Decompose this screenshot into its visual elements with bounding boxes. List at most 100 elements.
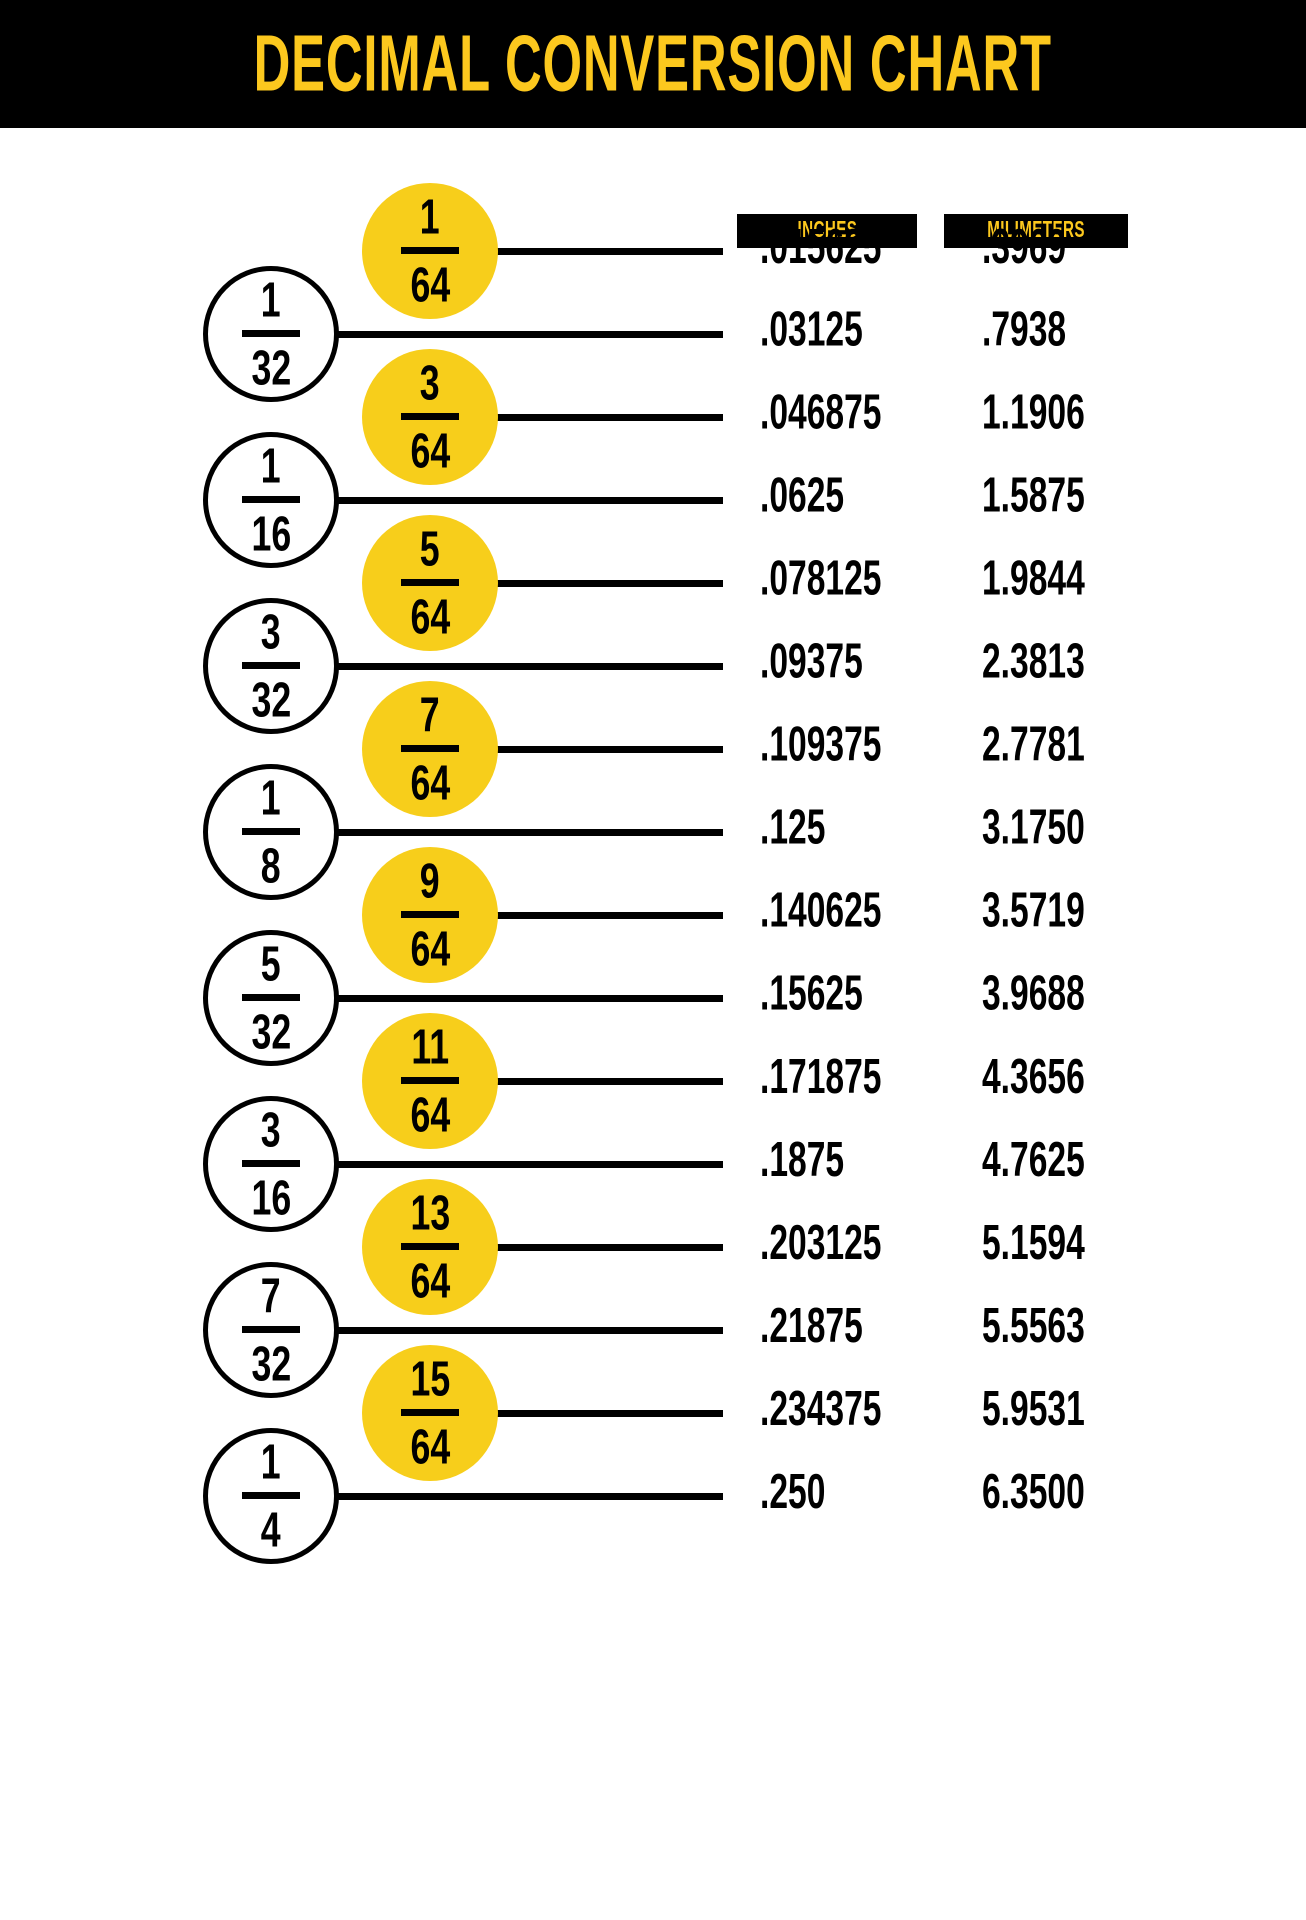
inches-value: .203125 xyxy=(760,1216,882,1270)
fraction-bar xyxy=(401,1077,459,1084)
inches-value: .03125 xyxy=(760,303,863,357)
page-title: DECIMAL CONVERSION CHART xyxy=(253,19,1053,109)
fraction-denominator: 32 xyxy=(251,339,291,396)
fraction-numerator: 13 xyxy=(410,1184,450,1241)
connector-line xyxy=(468,1410,723,1417)
milimeters-value: 2.3813 xyxy=(982,635,1085,689)
fraction-denominator: 64 xyxy=(410,920,450,977)
fraction-denominator: 64 xyxy=(410,422,450,479)
milimeters-value: .7938 xyxy=(982,303,1067,357)
fraction-denominator: 16 xyxy=(251,505,291,562)
fraction-denominator: 64 xyxy=(410,256,450,313)
inches-value: .250 xyxy=(760,1465,826,1519)
fraction-numerator: 1 xyxy=(261,271,281,328)
fraction-bubble: 3 32 xyxy=(203,598,339,734)
fraction-bubble-highlighted: 15 64 xyxy=(362,1345,498,1481)
fraction-bar xyxy=(242,1326,300,1333)
fraction-bubble: 1 16 xyxy=(203,432,339,568)
fraction-bubble-highlighted: 7 64 xyxy=(362,681,498,817)
fraction-denominator: 32 xyxy=(251,1335,291,1392)
inches-value: .109375 xyxy=(760,718,882,772)
fraction-numerator: 11 xyxy=(411,1018,449,1075)
fraction: 7 32 xyxy=(242,1271,300,1388)
connector-line xyxy=(338,663,723,670)
fraction: 5 64 xyxy=(401,524,459,641)
fraction: 11 64 xyxy=(401,1022,459,1139)
fraction-bubble-highlighted: 11 64 xyxy=(362,1013,498,1149)
milimeters-value: .3969 xyxy=(982,220,1067,274)
fraction-denominator: 64 xyxy=(410,1086,450,1143)
fraction-bubble-highlighted: 1 64 xyxy=(362,183,498,319)
inches-value: .171875 xyxy=(760,1050,882,1104)
connector-line xyxy=(338,331,723,338)
connector-line xyxy=(338,1161,723,1168)
fraction-bar xyxy=(242,994,300,1001)
fraction: 3 16 xyxy=(242,1105,300,1222)
fraction-bar xyxy=(401,1409,459,1416)
connector-line xyxy=(468,912,723,919)
milimeters-value: 3.5719 xyxy=(982,884,1085,938)
fraction-bubble: 1 32 xyxy=(203,266,339,402)
inches-value: .234375 xyxy=(760,1382,882,1436)
fraction-bar xyxy=(242,496,300,503)
inches-value: .125 xyxy=(760,801,826,855)
inches-value: .015625 xyxy=(760,220,882,274)
fraction-bubble-highlighted: 5 64 xyxy=(362,515,498,651)
fraction-numerator: 7 xyxy=(420,686,440,743)
inches-value: .046875 xyxy=(760,386,882,440)
fraction-numerator: 7 xyxy=(261,1267,281,1324)
connector-line xyxy=(338,1327,723,1334)
milimeters-value: 5.1594 xyxy=(982,1216,1085,1270)
fraction-numerator: 3 xyxy=(420,354,440,411)
milimeters-value: 1.1906 xyxy=(982,386,1085,440)
column-header-milimeters-label: MILIMETERS xyxy=(987,217,1085,244)
connector-line xyxy=(338,995,723,1002)
connector-line xyxy=(468,746,723,753)
fraction-bubble-highlighted: 3 64 xyxy=(362,349,498,485)
connector-line xyxy=(338,1493,723,1500)
inches-value: .1875 xyxy=(760,1133,845,1187)
connector-line xyxy=(468,1078,723,1085)
fraction-bar xyxy=(242,662,300,669)
fraction-bar xyxy=(401,247,459,254)
fraction-bubble: 7 32 xyxy=(203,1262,339,1398)
fraction-numerator: 3 xyxy=(261,1101,281,1158)
fraction-bubble: 5 32 xyxy=(203,930,339,1066)
inches-value: .15625 xyxy=(760,967,863,1021)
inches-value: .140625 xyxy=(760,884,882,938)
fraction: 1 64 xyxy=(401,192,459,309)
fraction: 7 64 xyxy=(401,690,459,807)
fraction-bar xyxy=(401,579,459,586)
fraction: 1 32 xyxy=(242,275,300,392)
fraction-denominator: 32 xyxy=(251,1003,291,1060)
fraction-numerator: 1 xyxy=(261,437,281,494)
fraction: 15 64 xyxy=(401,1354,459,1471)
fraction: 5 32 xyxy=(242,939,300,1056)
inches-value: .09375 xyxy=(760,635,863,689)
milimeters-value: 5.5563 xyxy=(982,1299,1085,1353)
fraction-bar xyxy=(242,1160,300,1167)
connector-line xyxy=(468,248,723,255)
fraction: 13 64 xyxy=(401,1188,459,1305)
fraction-bubble-highlighted: 9 64 xyxy=(362,847,498,983)
milimeters-value: 5.9531 xyxy=(982,1382,1085,1436)
connector-line xyxy=(468,1244,723,1251)
connector-line xyxy=(468,580,723,587)
milimeters-value: 6.3500 xyxy=(982,1465,1085,1519)
fraction-denominator: 4 xyxy=(261,1501,281,1558)
inches-value: .21875 xyxy=(760,1299,863,1353)
column-header-inches: INCHES xyxy=(737,214,917,248)
fraction-bar xyxy=(242,1492,300,1499)
connector-line xyxy=(338,497,723,504)
fraction-numerator: 5 xyxy=(420,520,440,577)
fraction-numerator: 5 xyxy=(261,935,281,992)
fraction-denominator: 64 xyxy=(410,1252,450,1309)
fraction-numerator: 3 xyxy=(261,603,281,660)
fraction-numerator: 15 xyxy=(410,1350,450,1407)
fraction: 3 64 xyxy=(401,358,459,475)
milimeters-value: 2.7781 xyxy=(982,718,1085,772)
milimeters-value: 3.1750 xyxy=(982,801,1085,855)
